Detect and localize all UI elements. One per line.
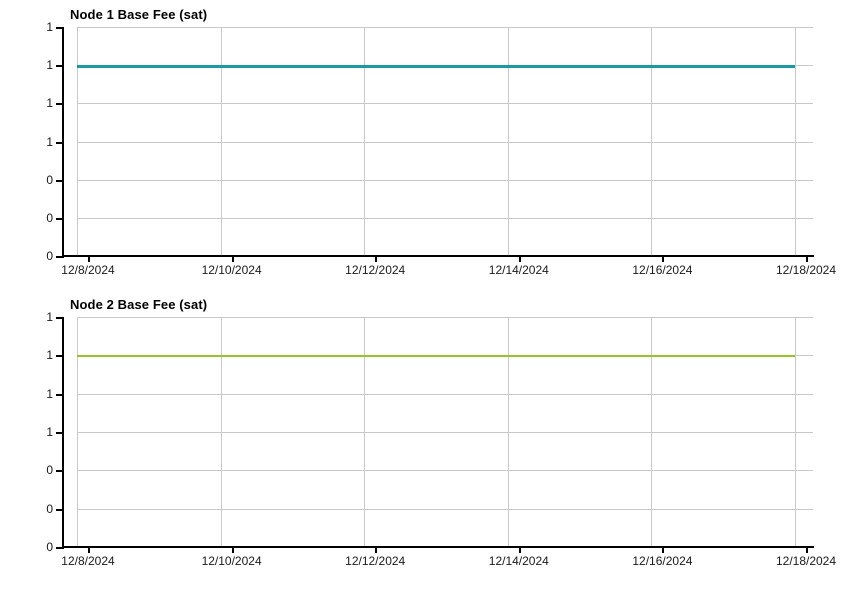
y-tick-mark <box>56 218 64 220</box>
x-tick-label: 12/12/2024 <box>345 554 406 568</box>
plot-area: 1 1 1 1 0 0 0 <box>46 310 813 554</box>
y-gridline <box>77 470 813 471</box>
y-gridline <box>77 218 813 219</box>
series-line <box>77 65 795 68</box>
x-tick-label: 12/14/2024 <box>488 263 549 277</box>
y-tick-label: 0 <box>46 173 53 187</box>
y-tick-label: 1 <box>46 96 53 110</box>
x-gridline <box>795 317 796 547</box>
x-tick-mark <box>231 255 234 262</box>
x-tick-label: 12/16/2024 <box>632 263 693 277</box>
x-tick-label: 12/16/2024 <box>632 554 693 568</box>
y-tick-label: 1 <box>46 135 53 149</box>
y-gridline <box>77 27 813 28</box>
x-axis-line <box>62 255 814 257</box>
y-tick-mark <box>56 394 64 396</box>
x-tick-mark <box>806 255 808 262</box>
x-tick-mark <box>518 546 521 553</box>
y-tick-label: 1 <box>46 387 53 401</box>
y-tick-label: 0 <box>46 249 53 263</box>
x-tick-mark <box>518 255 521 262</box>
x-tick-mark <box>662 255 665 262</box>
x-gridline <box>220 317 222 547</box>
y-tick-label: 1 <box>46 348 53 362</box>
x-gridline <box>651 27 653 256</box>
y-tick-mark <box>56 142 64 144</box>
y-tick-mark <box>56 432 64 434</box>
x-tick-mark <box>231 546 234 553</box>
y-tick-label: 1 <box>46 20 53 34</box>
y-tick-mark <box>56 317 64 319</box>
x-tick-mark <box>375 255 378 262</box>
y-tick-label: 0 <box>46 211 53 225</box>
x-gridline <box>220 27 222 256</box>
y-gridline <box>77 317 813 318</box>
x-gridline <box>507 317 509 547</box>
y-gridline <box>77 432 813 433</box>
y-tick-label: 0 <box>46 540 53 554</box>
y-tick-label: 0 <box>46 502 53 516</box>
x-tick-mark <box>662 546 665 553</box>
x-tick-label: 12/8/2024 <box>61 263 115 277</box>
y-tick-label: 1 <box>46 58 53 72</box>
x-gridline <box>77 27 78 256</box>
y-tick-label: 1 <box>46 425 53 439</box>
y-gridline <box>77 103 813 104</box>
x-gridline <box>507 27 509 256</box>
y-tick-mark <box>56 65 64 67</box>
x-gridline <box>364 27 366 256</box>
y-tick-mark <box>56 509 64 511</box>
x-gridline <box>651 317 653 547</box>
y-tick-mark <box>56 355 64 357</box>
y-gridline <box>77 394 813 395</box>
y-tick-label: 1 <box>46 310 53 324</box>
y-gridline <box>77 509 813 510</box>
x-axis-tick-labels: 12/8/2024 12/10/2024 12/12/2024 12/14/2024 1… <box>61 255 836 277</box>
x-gridline <box>77 317 78 547</box>
y-tick-mark <box>56 103 64 105</box>
plot-area: 1 1 1 1 0 0 0 <box>46 20 813 263</box>
chart-title: Node 2 Base Fee (sat) <box>70 297 208 312</box>
series-line <box>77 355 795 357</box>
y-tick-mark <box>56 470 64 472</box>
chart-title: Node 1 Base Fee (sat) <box>70 7 208 22</box>
x-tick-label: 12/8/2024 <box>61 554 115 568</box>
x-tick-label: 12/18/2024 <box>775 554 837 568</box>
y-tick-label: 0 <box>46 463 53 477</box>
x-tick-mark <box>806 546 808 553</box>
x-tick-label: 12/18/2024 <box>775 263 837 277</box>
y-gridline <box>77 142 813 143</box>
x-tick-mark <box>88 255 90 262</box>
y-tick-mark <box>56 27 64 29</box>
y-gridline <box>77 180 813 181</box>
y-tick-mark <box>56 256 64 258</box>
x-tick-label: 12/12/2024 <box>345 263 406 277</box>
x-gridline <box>364 317 366 547</box>
x-tick-mark <box>375 546 378 553</box>
x-axis-line <box>62 546 814 548</box>
x-tick-label: 12/10/2024 <box>201 554 262 568</box>
x-tick-label: 12/10/2024 <box>201 263 262 277</box>
x-axis-tick-labels: 12/8/2024 12/10/2024 12/12/2024 12/14/2024 1… <box>61 546 836 568</box>
y-tick-mark <box>56 180 64 182</box>
x-tick-mark <box>88 546 90 553</box>
y-tick-mark <box>56 547 64 549</box>
x-tick-label: 12/14/2024 <box>488 554 549 568</box>
x-gridline <box>795 27 796 256</box>
